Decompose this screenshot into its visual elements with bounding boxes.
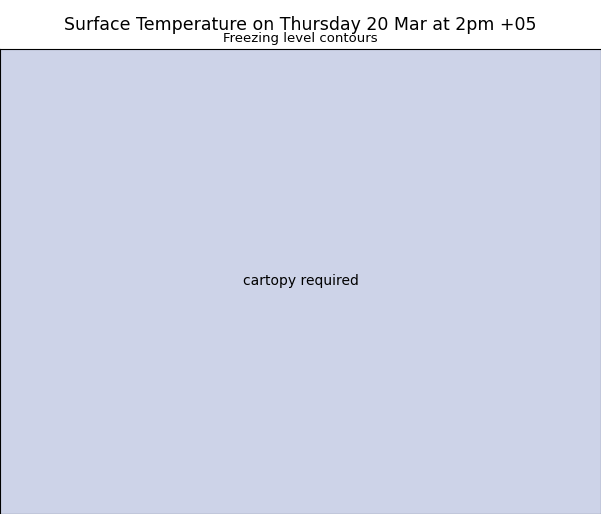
Text: Freezing level contours: Freezing level contours bbox=[223, 32, 378, 45]
Text: Surface Temperature on Thursday 20 Mar at 2pm +05: Surface Temperature on Thursday 20 Mar a… bbox=[64, 16, 537, 34]
Text: cartopy required: cartopy required bbox=[243, 274, 358, 288]
